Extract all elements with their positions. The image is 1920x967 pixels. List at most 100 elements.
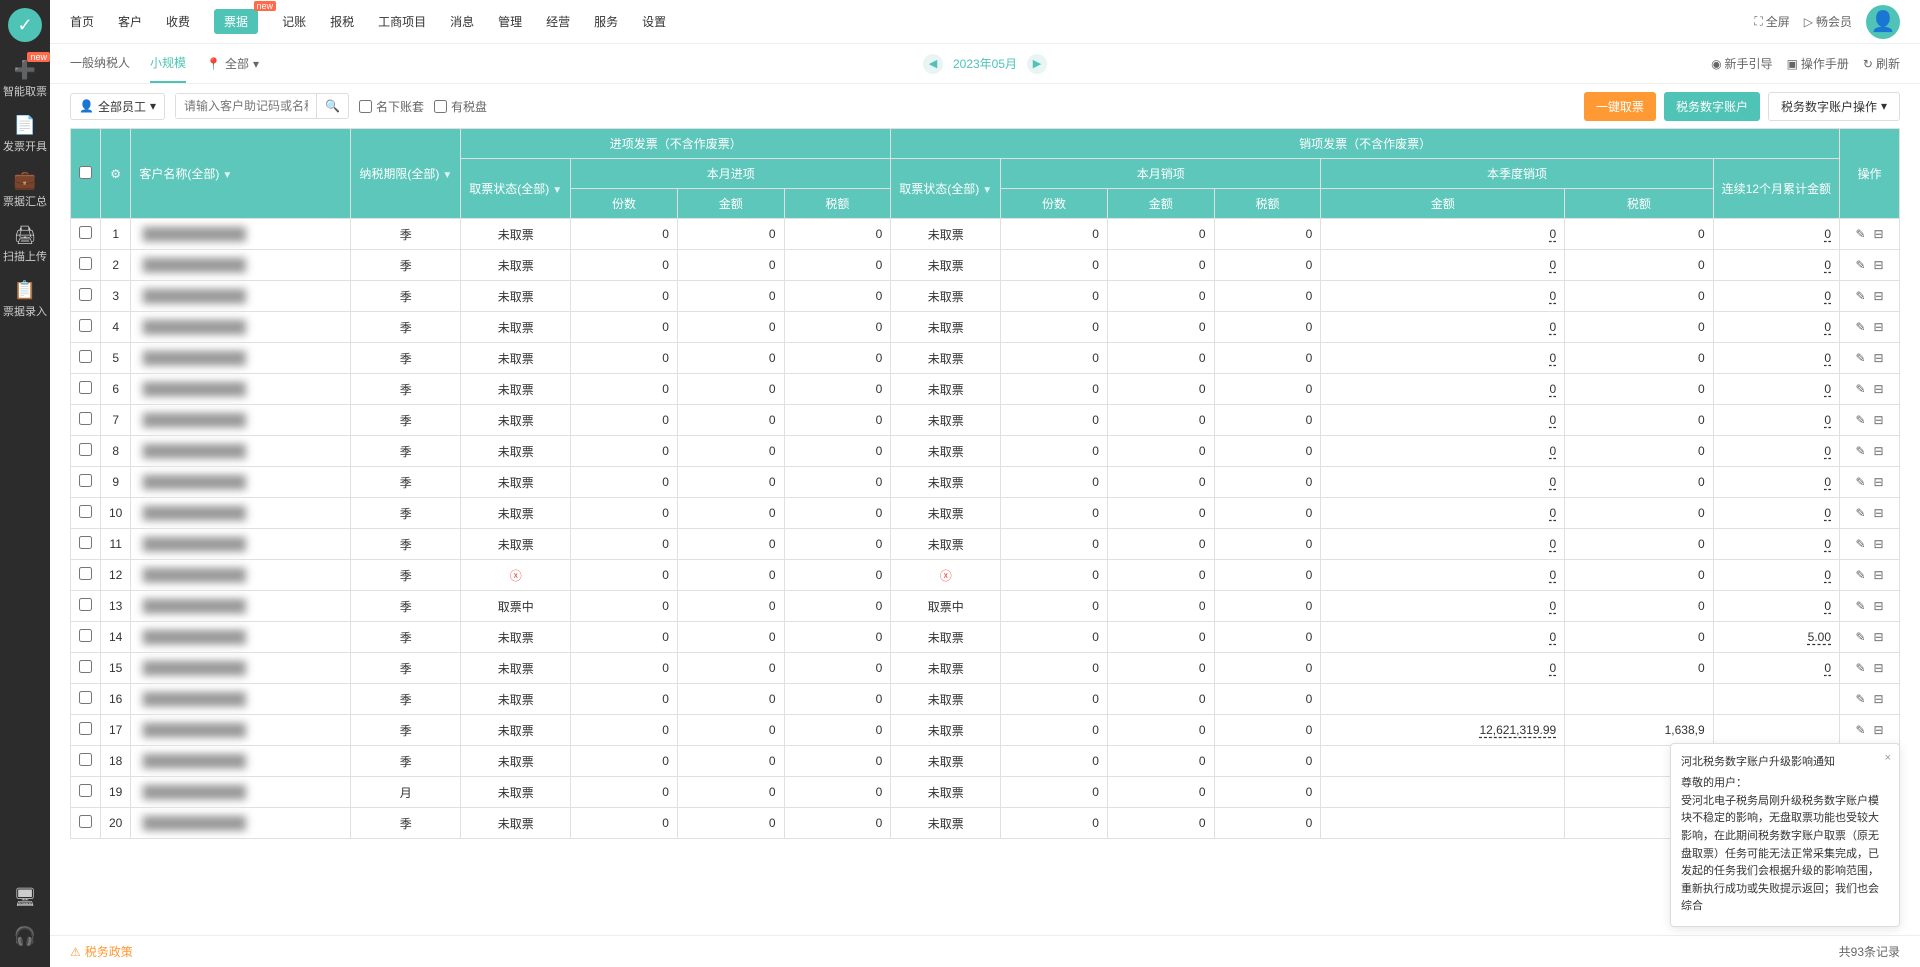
row-checkbox[interactable]	[79, 567, 92, 580]
ytd-amount[interactable]: 0	[1713, 281, 1839, 312]
quarter-amount[interactable]: 0	[1321, 529, 1565, 560]
more-icon[interactable]: ⊟	[1874, 661, 1884, 675]
topnav-item-3[interactable]: 票据new	[214, 9, 258, 34]
quarter-amount[interactable]	[1321, 746, 1565, 777]
sidebar-item-4[interactable]: 📋票据录入	[0, 272, 50, 327]
topnav-item-10[interactable]: 服务	[594, 9, 618, 34]
row-checkbox[interactable]	[79, 753, 92, 766]
row-checkbox[interactable]	[79, 226, 92, 239]
row-checkbox[interactable]	[79, 629, 92, 642]
sidebar-bottom-0[interactable]: 🖥	[0, 879, 50, 918]
ytd-amount[interactable]: 0	[1713, 653, 1839, 684]
edit-icon[interactable]: ✎	[1855, 289, 1865, 303]
quarter-amount[interactable]: 0	[1321, 467, 1565, 498]
more-icon[interactable]: ⊟	[1874, 537, 1884, 551]
more-icon[interactable]: ⊟	[1874, 630, 1884, 644]
customer-name[interactable]: ████████████	[131, 436, 351, 467]
current-date[interactable]: 2023年05月	[953, 55, 1017, 72]
sidebar-item-0[interactable]: ➕智能取票new	[0, 52, 50, 107]
customer-name[interactable]: ████████████	[131, 622, 351, 653]
app-logo[interactable]: ✓	[8, 8, 42, 42]
filter-icon[interactable]: ▼	[222, 170, 232, 181]
row-checkbox[interactable]	[79, 691, 92, 704]
ytd-amount[interactable]: 0	[1713, 219, 1839, 250]
more-icon[interactable]: ⊟	[1874, 444, 1884, 458]
ytd-amount[interactable]: 0	[1713, 405, 1839, 436]
sidebar-item-1[interactable]: 📄发票开具	[0, 107, 50, 162]
edit-icon[interactable]: ✎	[1855, 692, 1865, 706]
customer-name[interactable]: ████████████	[131, 560, 351, 591]
edit-icon[interactable]: ✎	[1855, 630, 1865, 644]
select-all-checkbox[interactable]	[79, 166, 92, 179]
row-checkbox[interactable]	[79, 598, 92, 611]
more-icon[interactable]: ⊟	[1874, 599, 1884, 613]
edit-icon[interactable]: ✎	[1855, 661, 1865, 675]
row-checkbox[interactable]	[79, 536, 92, 549]
topnav-item-1[interactable]: 客户	[118, 9, 142, 34]
topnav-item-2[interactable]: 收费	[166, 9, 190, 34]
quarter-amount[interactable]: 0	[1321, 312, 1565, 343]
search-button[interactable]: 🔍	[316, 94, 348, 118]
row-checkbox[interactable]	[79, 381, 92, 394]
quarter-amount[interactable]: 0	[1321, 281, 1565, 312]
quarter-amount[interactable]: 0	[1321, 219, 1565, 250]
customer-name[interactable]: ████████████	[131, 684, 351, 715]
quarter-amount[interactable]	[1321, 684, 1565, 715]
quarter-amount[interactable]: 0	[1321, 343, 1565, 374]
filter-icon[interactable]: ▼	[552, 185, 562, 196]
customer-name[interactable]: ████████████	[131, 343, 351, 374]
fetch-invoice-button[interactable]: 一键取票	[1584, 92, 1656, 121]
row-checkbox[interactable]	[79, 474, 92, 487]
more-icon[interactable]: ⊟	[1874, 475, 1884, 489]
topnav-item-6[interactable]: 工商项目	[378, 9, 426, 34]
edit-icon[interactable]: ✎	[1855, 599, 1865, 613]
topnav-item-11[interactable]: 设置	[642, 9, 666, 34]
quarter-amount[interactable]: 0	[1321, 591, 1565, 622]
row-checkbox[interactable]	[79, 443, 92, 456]
quarter-amount[interactable]	[1321, 777, 1565, 808]
row-checkbox[interactable]	[79, 350, 92, 363]
member-button[interactable]: ▷畅会员	[1804, 13, 1852, 30]
customer-name[interactable]: ████████████	[131, 653, 351, 684]
tab-1[interactable]: 小规模	[150, 44, 186, 83]
customer-name[interactable]: ████████████	[131, 281, 351, 312]
more-icon[interactable]: ⊟	[1874, 692, 1884, 706]
own-accounts-filter[interactable]: 名下账套	[359, 98, 424, 115]
sidebar-bottom-1[interactable]: 🎧	[0, 918, 50, 957]
filter-icon[interactable]: ▼	[442, 170, 452, 181]
ytd-amount[interactable]: 5.00	[1713, 622, 1839, 653]
ytd-amount[interactable]: 0	[1713, 374, 1839, 405]
more-icon[interactable]: ⊟	[1874, 382, 1884, 396]
ytd-amount[interactable]: 0	[1713, 467, 1839, 498]
topnav-item-9[interactable]: 经营	[546, 9, 570, 34]
customer-name[interactable]: ████████████	[131, 529, 351, 560]
edit-icon[interactable]: ✎	[1855, 444, 1865, 458]
customer-name[interactable]: ████████████	[131, 312, 351, 343]
ytd-amount[interactable]: 0	[1713, 312, 1839, 343]
more-icon[interactable]: ⊟	[1874, 506, 1884, 520]
topnav-item-4[interactable]: 记账	[282, 9, 306, 34]
fullscreen-button[interactable]: ⛶全屏	[1754, 13, 1789, 30]
customer-name[interactable]: ████████████	[131, 591, 351, 622]
topnav-item-0[interactable]: 首页	[70, 9, 94, 34]
ytd-amount[interactable]	[1713, 715, 1839, 746]
tax-policy-link[interactable]: 税务政策	[85, 943, 133, 960]
refresh-button[interactable]: ↻刷新	[1863, 55, 1900, 72]
ytd-amount[interactable]: 0	[1713, 436, 1839, 467]
user-avatar[interactable]: 👤	[1866, 5, 1900, 39]
has-tax-disk-filter[interactable]: 有税盘	[434, 98, 487, 115]
ytd-amount[interactable]: 0	[1713, 343, 1839, 374]
guide-button[interactable]: ◉新手引导	[1711, 55, 1773, 72]
edit-icon[interactable]: ✎	[1855, 475, 1865, 489]
edit-icon[interactable]: ✎	[1855, 320, 1865, 334]
ytd-amount[interactable]: 0	[1713, 591, 1839, 622]
edit-icon[interactable]: ✎	[1855, 723, 1865, 737]
more-icon[interactable]: ⊟	[1874, 258, 1884, 272]
ytd-amount[interactable]	[1713, 684, 1839, 715]
quarter-amount[interactable]: 0	[1321, 560, 1565, 591]
quarter-amount[interactable]: 0	[1321, 436, 1565, 467]
edit-icon[interactable]: ✎	[1855, 413, 1865, 427]
employee-select[interactable]: 👤全部员工▾	[70, 93, 165, 120]
next-month-button[interactable]: ▶	[1027, 54, 1047, 74]
edit-icon[interactable]: ✎	[1855, 227, 1865, 241]
